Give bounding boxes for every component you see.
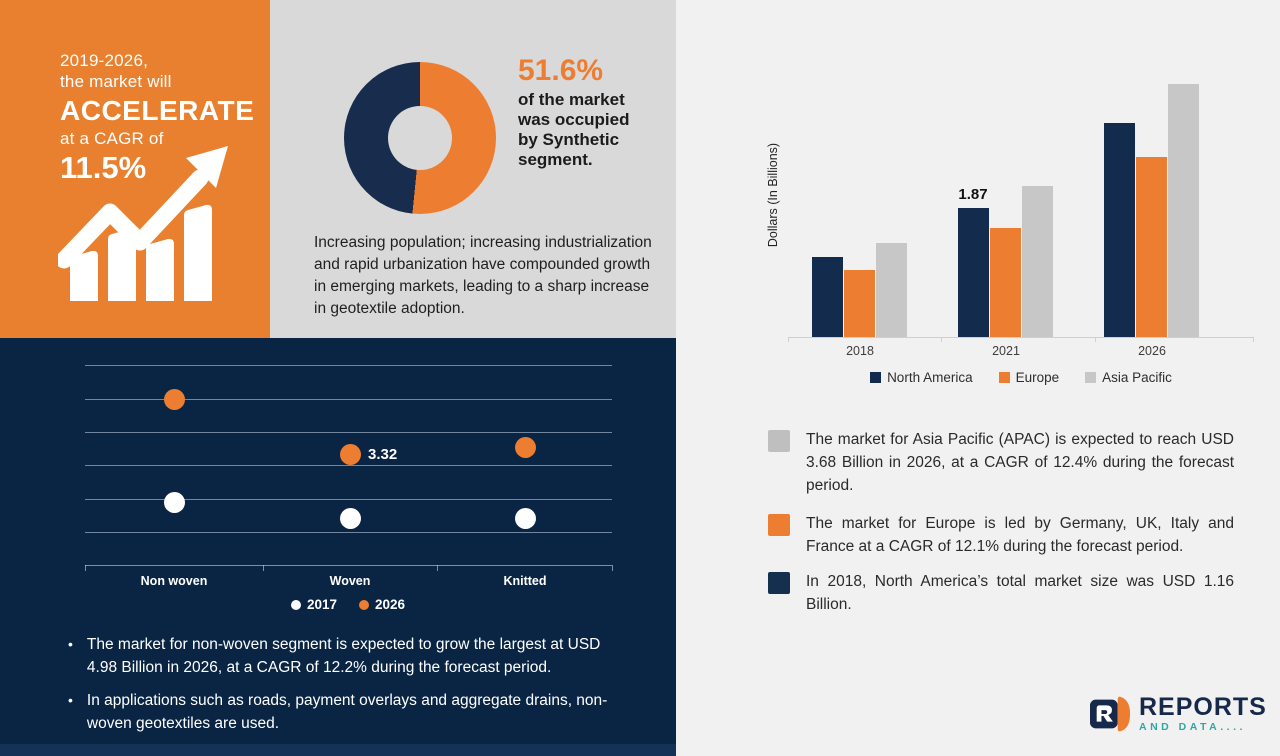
bar-chart-category-2018: 2018 bbox=[846, 344, 874, 358]
logo-wordmark: REPORTS AND DATA.... bbox=[1139, 694, 1267, 733]
bottom-accent-strip bbox=[0, 744, 676, 756]
bar-asia-pacific-2026 bbox=[1168, 83, 1199, 337]
dot-chart-category-woven: Woven bbox=[329, 574, 371, 588]
dot-chart-gridline bbox=[85, 365, 612, 367]
logo-subtitle: AND DATA.... bbox=[1139, 721, 1246, 733]
synthetic-share-donut-chart bbox=[344, 62, 496, 214]
dot-2026-non-woven bbox=[163, 388, 185, 410]
headline-line2: the market will bbox=[60, 72, 172, 92]
bar-north-america-2021 bbox=[958, 208, 989, 337]
dot-2026-woven bbox=[339, 444, 361, 466]
legend-square-europe bbox=[998, 372, 1010, 383]
headline-years: 2019-2026, bbox=[60, 51, 149, 70]
bar-chart-axis-tick bbox=[941, 337, 942, 342]
europe-bullet-marker bbox=[768, 514, 790, 536]
dot-chart-gridline bbox=[85, 465, 612, 467]
dot-chart-x-axis bbox=[85, 565, 612, 566]
dot-2026-knitted bbox=[514, 436, 536, 458]
dot-data-label: 3.32 bbox=[368, 445, 398, 463]
legend-label-europe: Europe bbox=[1015, 370, 1060, 385]
bar-north-america-2026 bbox=[1104, 123, 1135, 337]
dot-chart-axis-tick bbox=[437, 565, 438, 571]
north-america-bullet-marker bbox=[768, 572, 790, 594]
region-bullet-europe: The market for Europe is led by Germany,… bbox=[768, 512, 1234, 558]
dot-chart-category-knitted: Knitted bbox=[503, 574, 547, 588]
bar-chart-axis-tick bbox=[1095, 337, 1096, 342]
region-bullet-north-america: In 2018, North America’s total market si… bbox=[768, 570, 1234, 616]
europe-bullet-text: The market for Europe is led by Germany,… bbox=[806, 515, 1234, 555]
synthetic-share-caption: of the market was occupied by Synthetic … bbox=[518, 90, 630, 169]
apac-bullet-text: The market for Asia Pacific (APAC) is ex… bbox=[806, 431, 1234, 494]
cagr-headline: 2019-2026, the market will ACCELERATE at… bbox=[60, 50, 254, 188]
dot-chart-gridline bbox=[85, 532, 612, 533]
legend-dot-2026 bbox=[359, 599, 369, 610]
legend-square-north-america bbox=[870, 372, 882, 383]
dot-chart-axis-tick bbox=[612, 565, 613, 571]
dot-chart-axis-tick bbox=[263, 565, 264, 571]
legend-label-2026: 2026 bbox=[375, 597, 406, 612]
bar-europe-2018 bbox=[844, 269, 875, 337]
reports-and-data-logo: REPORTS AND DATA.... bbox=[1090, 694, 1267, 734]
segment-bullet-list: • The market for non-woven segment is ex… bbox=[68, 633, 620, 745]
bar-europe-2026 bbox=[1136, 157, 1167, 337]
legend-label-north-america: North America bbox=[887, 370, 973, 385]
segment-bullet-text: In applications such as roads, payment o… bbox=[86, 692, 608, 732]
legend-item-2026: 2026 bbox=[359, 597, 405, 612]
bar-europe-2021 bbox=[990, 228, 1021, 337]
dot-chart-legend: 2017 2026 bbox=[238, 597, 458, 612]
bar-chart-axis-tick bbox=[788, 337, 789, 342]
logo-mark-icon bbox=[1090, 696, 1131, 732]
logo-title: REPORTS bbox=[1139, 693, 1267, 721]
bullet-marker: • bbox=[68, 636, 73, 652]
bullet-marker: • bbox=[68, 692, 73, 708]
legend-item-europe: Europe bbox=[998, 370, 1060, 385]
legend-item-north-america: North America bbox=[870, 370, 973, 385]
segment-bullet-text: The market for non-woven segment is expe… bbox=[86, 636, 601, 676]
apac-bullet-marker bbox=[768, 430, 790, 452]
list-item: • The market for non-woven segment is ex… bbox=[68, 633, 620, 679]
growth-arrow-chart-icon bbox=[58, 146, 228, 301]
bar-north-america-2018 bbox=[812, 257, 843, 337]
north-america-bullet-text: In 2018, North America’s total market si… bbox=[806, 573, 1234, 613]
headline-accelerate: ACCELERATE bbox=[60, 94, 255, 126]
dot-2017-knitted bbox=[514, 508, 536, 530]
list-item: • In applications such as roads, payment… bbox=[68, 689, 620, 735]
bar-asia-pacific-2018 bbox=[876, 243, 907, 337]
dot-chart-axis-tick bbox=[85, 565, 86, 571]
dot-2017-woven bbox=[339, 508, 361, 530]
bar-chart-x-axis bbox=[788, 337, 1254, 338]
bar-chart-category-2021: 2021 bbox=[992, 344, 1020, 358]
bar-data-label: 1.87 bbox=[958, 186, 988, 204]
dot-2017-non-woven bbox=[163, 491, 185, 513]
legend-item-asia-pacific: Asia Pacific bbox=[1085, 370, 1172, 385]
bar-chart-legend: North America Europe Asia Pacific bbox=[788, 370, 1254, 385]
bar-chart-axis-tick bbox=[1253, 337, 1254, 342]
market-driver-paragraph: Increasing population; increasing indust… bbox=[314, 234, 652, 317]
legend-dot-2017 bbox=[290, 599, 301, 610]
dot-chart-gridline bbox=[85, 398, 612, 400]
dot-chart-gridline bbox=[85, 431, 612, 433]
bar-chart-category-2026: 2026 bbox=[1138, 344, 1166, 358]
headline-cagr-value: 11.5% bbox=[60, 149, 147, 185]
legend-item-2017: 2017 bbox=[290, 597, 337, 612]
bar-chart-y-axis-label: Dollars (In Billions) bbox=[766, 142, 780, 248]
dot-chart-gridline bbox=[85, 498, 612, 500]
dot-chart-category-nonwoven: Non woven bbox=[140, 574, 208, 588]
synthetic-share-value: 51.6% bbox=[518, 54, 604, 87]
bar-asia-pacific-2021 bbox=[1022, 186, 1053, 337]
legend-label-asia-pacific: Asia Pacific bbox=[1102, 370, 1172, 385]
segment-chart-panel bbox=[0, 338, 676, 756]
headline-line4: at a CAGR of bbox=[60, 128, 164, 148]
legend-label-2017: 2017 bbox=[306, 597, 337, 612]
region-bullet-apac: The market for Asia Pacific (APAC) is ex… bbox=[768, 428, 1234, 497]
donut-hole bbox=[388, 106, 452, 170]
legend-square-asia-pacific bbox=[1085, 372, 1097, 383]
